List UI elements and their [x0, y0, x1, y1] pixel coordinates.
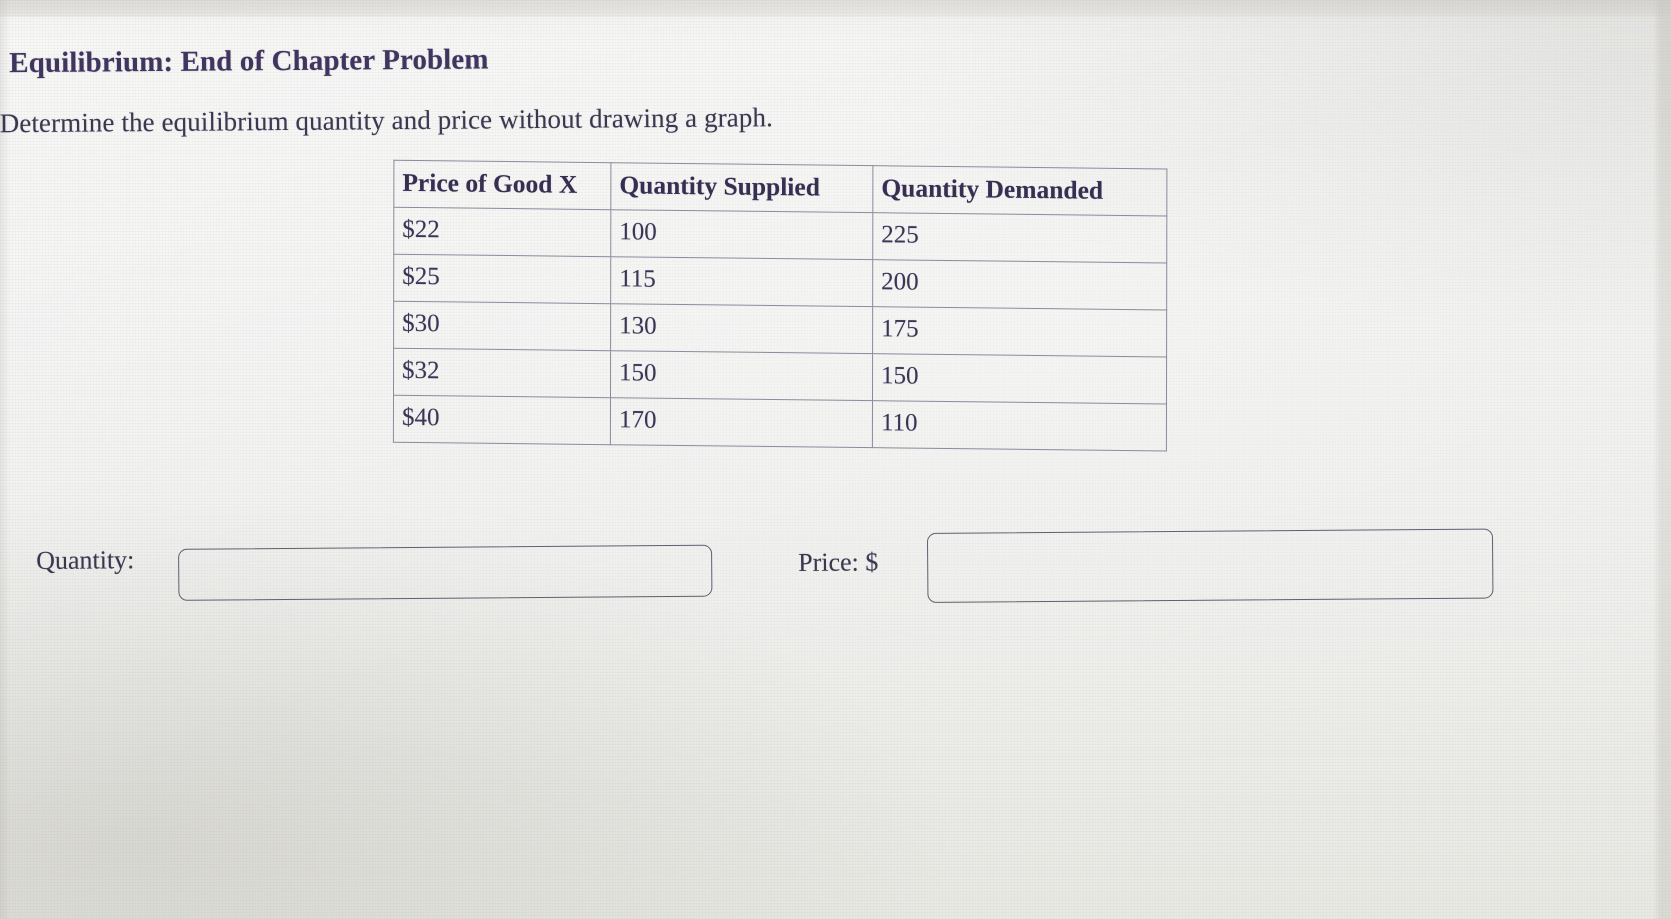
price-label: Price: $ — [798, 547, 879, 577]
column-header-demanded: Quantity Demanded — [872, 165, 1167, 217]
cell-demanded: 225 — [872, 212, 1167, 264]
table-row: $40 170 110 — [393, 395, 1167, 452]
problem-prompt: Determine the equilibrium quantity and p… — [0, 102, 773, 139]
cell-price: $25 — [393, 254, 611, 304]
cell-price: $32 — [393, 348, 611, 398]
cell-supplied: 150 — [610, 350, 873, 401]
cell-supplied: 170 — [610, 397, 873, 448]
cell-price: $40 — [393, 395, 611, 445]
cell-demanded: 110 — [872, 400, 1167, 452]
table-body: $22 100 225 $25 115 200 $30 130 175 $32 … — [393, 207, 1167, 452]
quantity-input[interactable] — [178, 544, 713, 601]
page-title: Equilibrium: End of Chapter Problem — [9, 43, 489, 80]
column-header-price: Price of Good X — [393, 160, 611, 210]
supply-demand-table: Price of Good X Quantity Supplied Quanti… — [393, 160, 1167, 452]
price-input[interactable] — [926, 528, 1494, 603]
screen-right-edge — [1653, 0, 1671, 919]
cell-demanded: 150 — [872, 353, 1167, 405]
cell-supplied: 100 — [610, 209, 873, 260]
screen-left-edge — [0, 0, 10, 919]
cell-price: $22 — [393, 207, 611, 257]
quantity-label: Quantity: — [36, 545, 135, 575]
cell-supplied: 115 — [610, 256, 873, 307]
cell-supplied: 130 — [610, 303, 873, 354]
cell-price: $30 — [393, 301, 611, 351]
column-header-supplied: Quantity Supplied — [610, 162, 873, 213]
cell-demanded: 200 — [872, 259, 1167, 311]
cell-demanded: 175 — [872, 306, 1167, 358]
screen-top-bezel-band — [0, 0, 1671, 17]
